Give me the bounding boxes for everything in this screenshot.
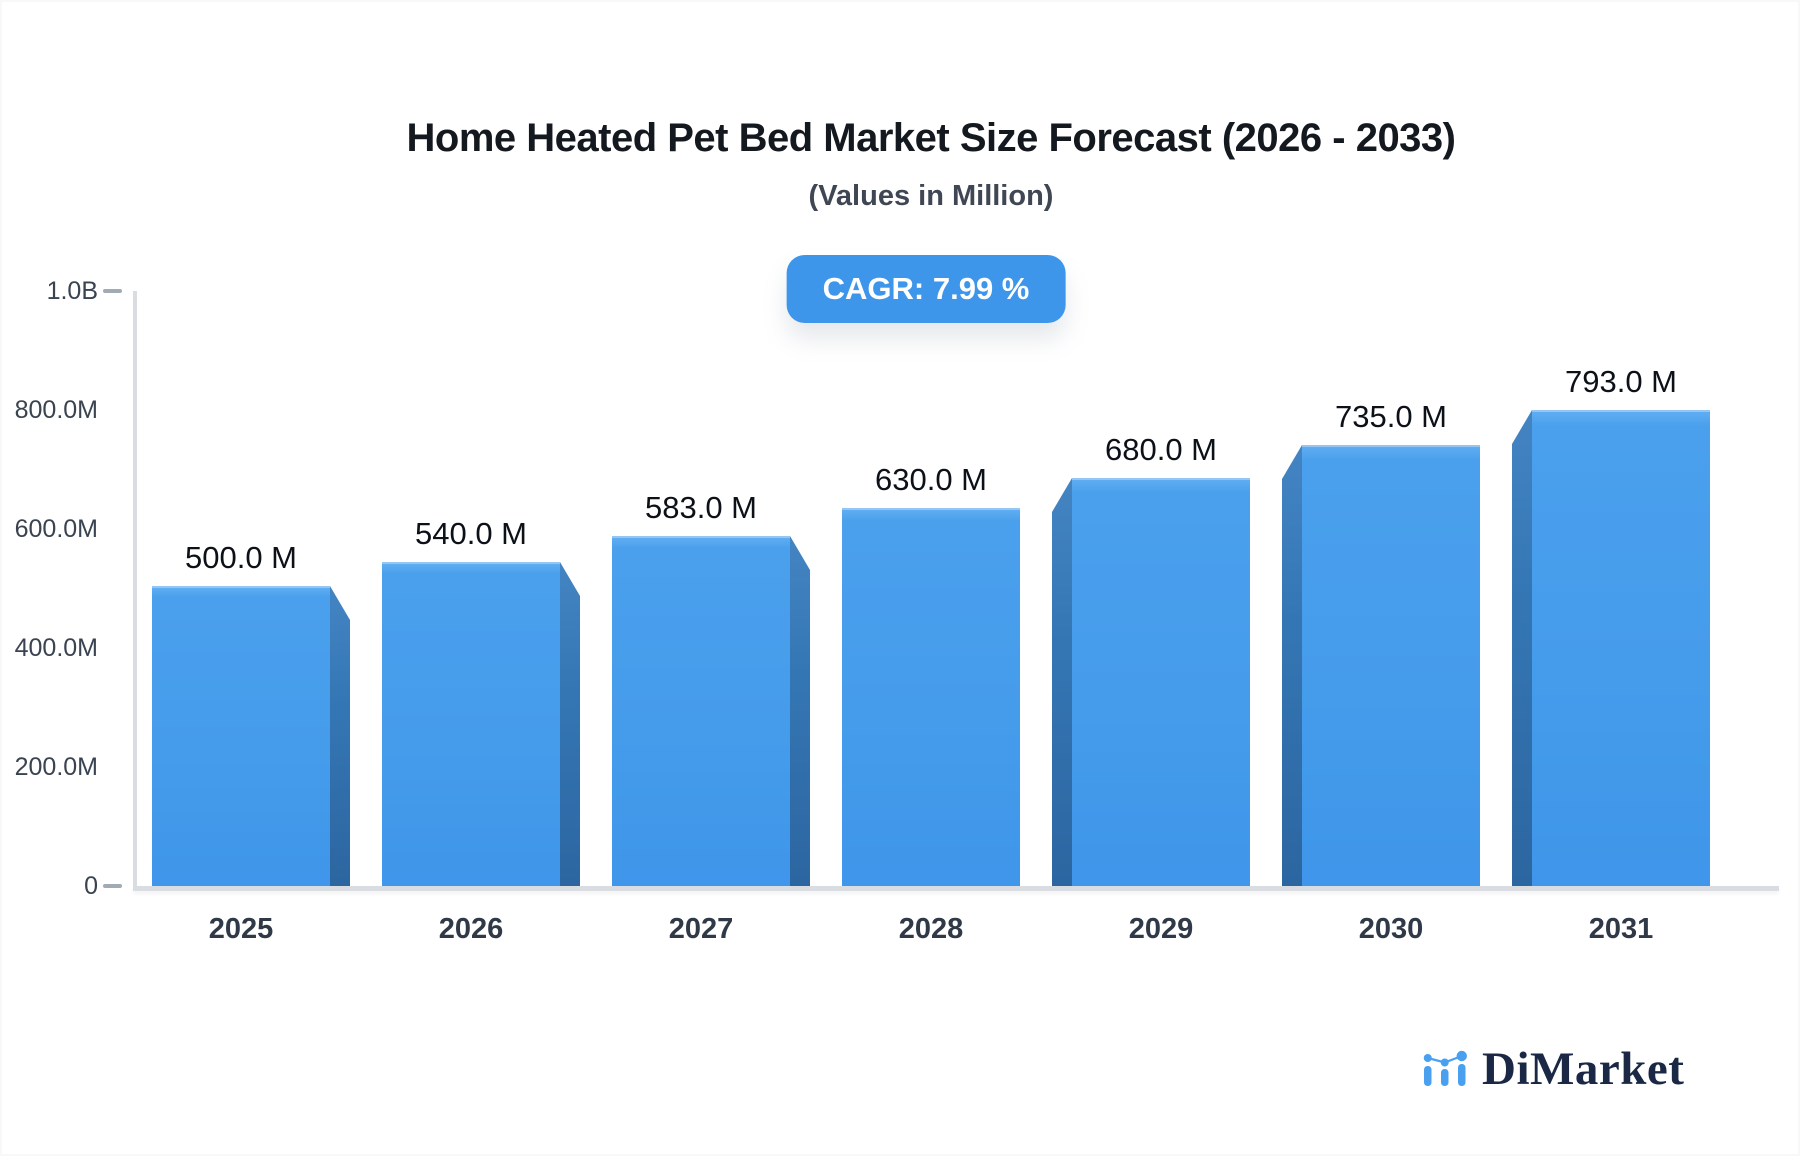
x-label-2028: 2028 <box>898 913 964 945</box>
bar-face <box>612 536 790 886</box>
chart-header: Home Heated Pet Bed Market Size Forecast… <box>31 2 1798 213</box>
x-label-2027: 2027 <box>668 913 734 945</box>
bar-value-label: 735.0 M <box>1334 399 1448 434</box>
y-tick-label: 800.0M <box>14 396 98 424</box>
bar-side-face <box>560 562 580 886</box>
bar-side-face <box>1512 410 1532 886</box>
bar-side-face <box>330 586 350 886</box>
y-tick-dash <box>103 289 122 293</box>
dimarket-logo[interactable]: DiMarket <box>1422 1046 1684 1093</box>
y-tick-label: 0 <box>84 872 98 900</box>
logo-text: DiMarket <box>1482 1043 1685 1095</box>
bar-face <box>1302 445 1480 886</box>
mini-bar-chart-dots-icon <box>1423 1050 1467 1086</box>
x-label-2030: 2030 <box>1358 913 1424 945</box>
y-tick-label: 600.0M <box>14 515 98 543</box>
bar-face <box>152 586 330 886</box>
bar-value-label: 680.0 M <box>1104 432 1218 467</box>
x-label-2031: 2031 <box>1588 913 1654 945</box>
bar-value-label: 583.0 M <box>644 490 758 525</box>
y-axis-line <box>133 291 137 891</box>
chart-title: Home Heated Pet Bed Market Size Forecast… <box>406 116 1457 160</box>
y-tick-dash <box>103 884 122 888</box>
bar-value-label: 630.0 M <box>874 462 988 497</box>
x-axis-baseline <box>133 886 1779 891</box>
x-label-2029: 2029 <box>1128 913 1194 945</box>
y-tick-label: 200.0M <box>14 753 98 781</box>
bar-value-label: 500.0 M <box>184 540 298 575</box>
bar-face <box>1532 410 1710 886</box>
bar-value-label: 540.0 M <box>414 516 528 551</box>
bar-side-face <box>1282 445 1302 886</box>
cagr-badge: CAGR: 7.99 % <box>786 255 1066 323</box>
bar-face <box>842 508 1020 886</box>
y-tick-label: 400.0M <box>14 634 98 662</box>
bar-face <box>382 562 560 886</box>
chart-subtitle: (Values in Million) <box>808 180 1054 212</box>
bar-value-label: 793.0 M <box>1564 364 1678 399</box>
bar-side-face <box>1052 478 1072 886</box>
y-tick-label: 1.0B <box>46 277 98 305</box>
x-label-2026: 2026 <box>438 913 504 945</box>
bar-face <box>1072 478 1250 886</box>
x-label-2025: 2025 <box>208 913 274 945</box>
bar-side-face <box>790 536 810 886</box>
